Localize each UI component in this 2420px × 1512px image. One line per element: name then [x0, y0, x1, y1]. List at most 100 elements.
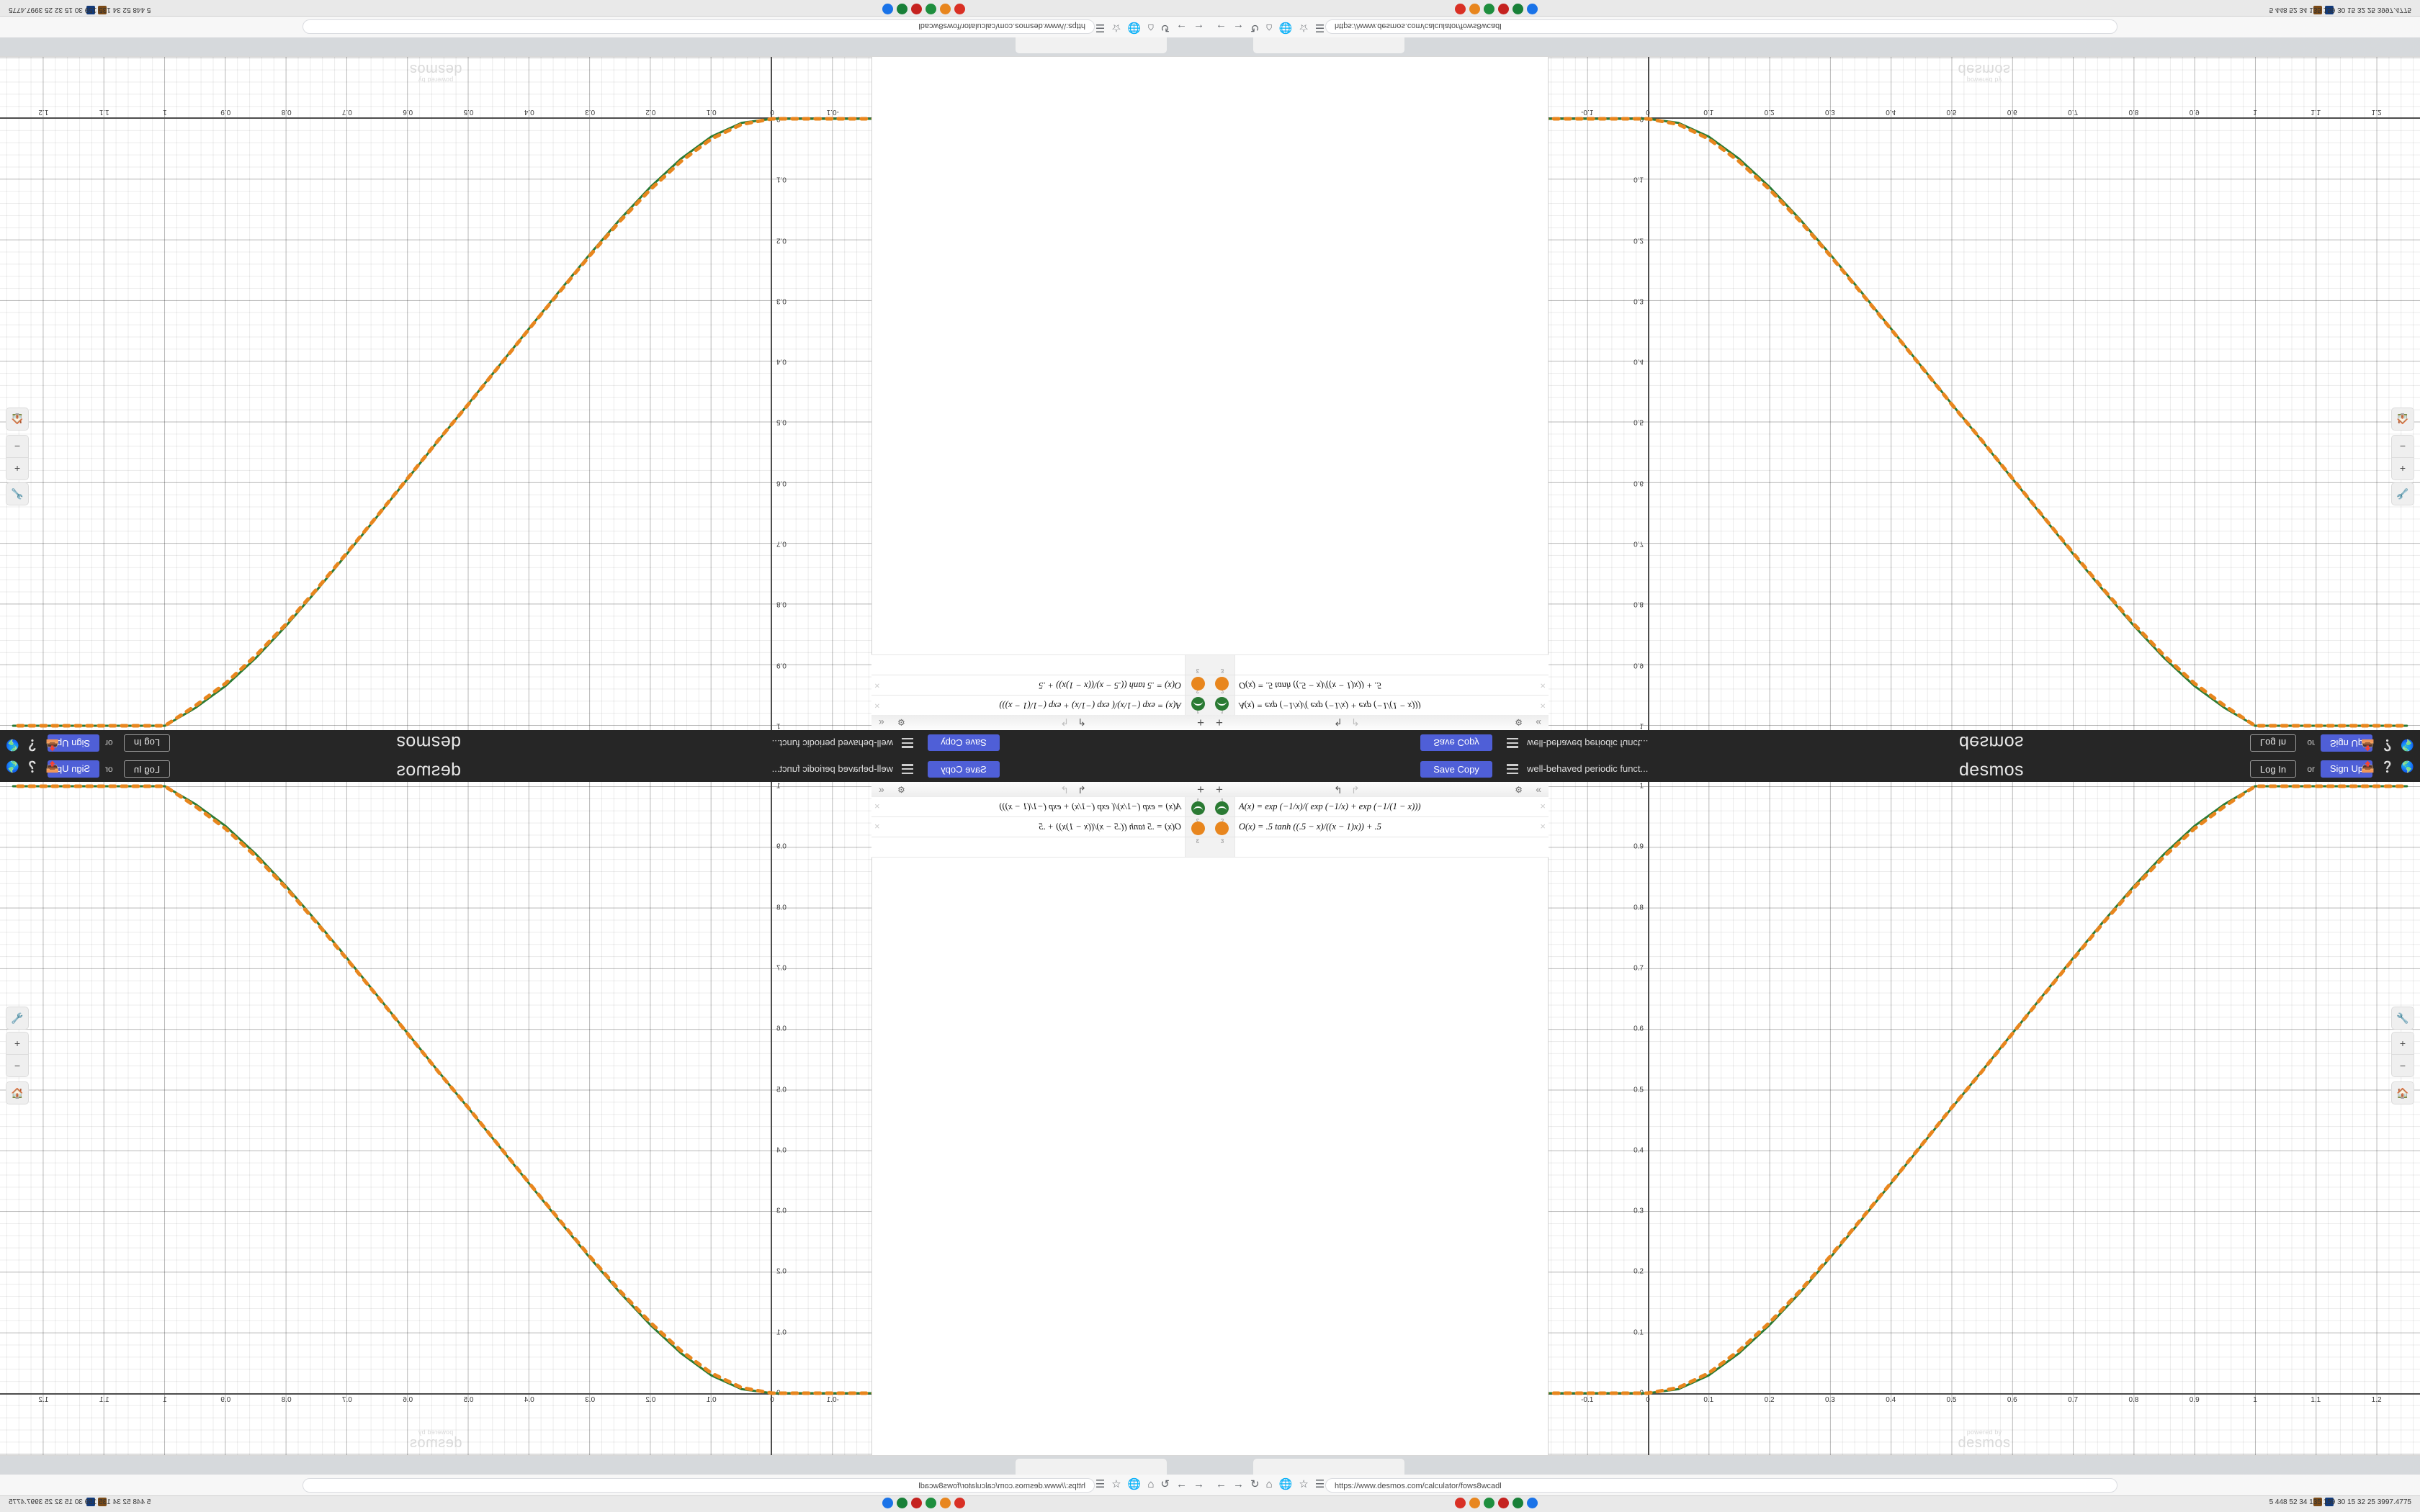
back-icon[interactable]: ← — [1216, 22, 1227, 35]
launcher-icon[interactable] — [882, 1498, 893, 1508]
bookmark-icon[interactable]: ☆ — [1299, 22, 1309, 34]
graph-title[interactable]: well-behaved periodic funct... — [1527, 738, 1649, 749]
add-expression-button[interactable]: + — [1216, 716, 1223, 729]
expression-color-bullet[interactable] — [1215, 822, 1229, 835]
sign-up-button[interactable]: Sign Up — [2321, 760, 2372, 778]
zoom-out-button[interactable]: − — [2391, 435, 2414, 457]
share-icon[interactable]: 📤 — [2360, 761, 2375, 773]
zoom-out-button[interactable]: − — [2391, 1055, 2414, 1077]
launcher-icon[interactable] — [911, 1498, 922, 1508]
url-bar[interactable]: https://www.desmos.com/calculator/fows8w… — [302, 1478, 1095, 1493]
bookmark-icon[interactable]: ☆ — [1111, 22, 1121, 34]
expression-index-cell[interactable]: 1 — [1185, 696, 1210, 715]
redo-icon[interactable]: ↱ — [1060, 716, 1069, 728]
redo-icon[interactable]: ↱ — [1060, 784, 1069, 796]
share-icon[interactable]: 📤 — [45, 739, 60, 751]
forward-icon[interactable]: → — [1176, 22, 1187, 35]
save-copy-button[interactable]: Save Copy — [928, 761, 1000, 778]
language-globe-icon[interactable]: 🌎 — [6, 761, 19, 773]
menu-icon[interactable]: ☰ — [1095, 22, 1106, 34]
launcher-icon[interactable] — [1512, 4, 1523, 14]
share-icon[interactable]: 📤 — [45, 761, 60, 773]
browser-tab[interactable] — [1253, 37, 1404, 53]
forward-icon[interactable]: → — [1233, 22, 1244, 35]
back-icon[interactable]: ← — [1193, 1477, 1204, 1490]
launcher-icon[interactable] — [911, 4, 922, 14]
wrench-icon[interactable]: 🔧 — [2391, 482, 2414, 505]
remove-expression-button[interactable]: × — [874, 680, 880, 691]
launcher-icon[interactable] — [1484, 1498, 1494, 1508]
launcher-icon[interactable] — [954, 4, 965, 14]
graph-menu-icon[interactable] — [902, 738, 913, 748]
expression-index-cell[interactable]: 3 — [1185, 655, 1210, 675]
globe-icon[interactable]: 🌐 — [1278, 1478, 1293, 1490]
expression-latex[interactable]: O(x) = .5 tanh ((.5 − x)/((x − 1)x)) + .… — [1039, 822, 1181, 832]
chevron-double-left-icon[interactable]: « — [1536, 717, 1541, 729]
remove-expression-button[interactable]: × — [1540, 701, 1546, 711]
reload-icon[interactable]: ↻ — [1250, 1478, 1260, 1490]
expression-row-empty[interactable]: 3 — [1210, 837, 1549, 858]
forward-icon[interactable]: → — [1176, 1477, 1187, 1490]
launcher-icon[interactable] — [940, 1498, 951, 1508]
home-icon[interactable]: 🏠 — [6, 408, 29, 431]
globe-icon[interactable]: 🌐 — [1127, 1478, 1142, 1490]
home-icon[interactable]: ⌂ — [1147, 22, 1155, 35]
gear-icon[interactable]: ⚙ — [1515, 785, 1523, 795]
wrench-icon[interactable]: 🔧 — [6, 1007, 29, 1030]
forward-icon[interactable]: → — [1233, 1477, 1244, 1490]
graph-canvas[interactable]: -0.2-0.100.10.20.30.40.50.60.70.80.911.1… — [0, 56, 871, 730]
reload-icon[interactable]: ↻ — [1160, 1478, 1170, 1490]
zoom-in-button[interactable]: + — [6, 457, 29, 480]
bookmark-icon[interactable]: ☆ — [1299, 1478, 1309, 1490]
expression-index-cell[interactable]: 2 — [1185, 817, 1210, 837]
home-icon[interactable]: 🏠 — [2391, 1081, 2414, 1104]
launcher-icon[interactable] — [1469, 1498, 1480, 1508]
systray-icon[interactable] — [2325, 1498, 2334, 1506]
zoom-in-button[interactable]: + — [6, 1032, 29, 1055]
expression-row[interactable]: 2 O(x) = .5 tanh ((.5 − x)/((x − 1)x)) +… — [1210, 675, 1549, 695]
expression-latex[interactable]: O(x) = .5 tanh ((.5 − x)/((x − 1)x)) + .… — [1239, 680, 1381, 690]
bookmark-icon[interactable]: ☆ — [1111, 1478, 1121, 1490]
save-copy-button[interactable]: Save Copy — [1420, 761, 1492, 778]
launcher-icon[interactable] — [1455, 1498, 1466, 1508]
expression-color-bullet[interactable] — [1215, 697, 1229, 711]
launcher-icon[interactable] — [926, 4, 936, 14]
graph-menu-icon[interactable] — [1507, 738, 1518, 748]
launcher-icon[interactable] — [1512, 1498, 1523, 1508]
launcher-icon[interactable] — [897, 4, 908, 14]
expression-color-bullet[interactable] — [1191, 697, 1205, 711]
expression-row-empty[interactable]: 3 — [1210, 654, 1549, 675]
launcher-icon[interactable] — [1527, 4, 1538, 14]
launcher-icon[interactable] — [1527, 1498, 1538, 1508]
graph-title[interactable]: well-behaved periodic funct... — [771, 738, 893, 749]
zoom-out-button[interactable]: − — [6, 435, 29, 457]
launcher-icon[interactable] — [1484, 4, 1494, 14]
menu-icon[interactable]: ☰ — [1314, 1478, 1325, 1490]
expression-row[interactable]: 1 A(x) = exp (−1/x)/( exp (−1/x) + exp (… — [871, 695, 1210, 715]
globe-icon[interactable]: 🌐 — [1127, 22, 1142, 34]
chevron-double-left-icon[interactable]: « — [1536, 783, 1541, 795]
add-expression-button[interactable]: + — [1197, 783, 1204, 796]
save-copy-button[interactable]: Save Copy — [1420, 734, 1492, 751]
help-icon[interactable]: ❔ — [25, 761, 40, 773]
expression-row[interactable]: 2 O(x) = .5 tanh ((.5 − x)/((x − 1)x)) +… — [871, 817, 1210, 837]
gear-icon[interactable]: ⚙ — [897, 717, 905, 727]
expression-row-empty[interactable]: 3 — [871, 654, 1210, 675]
language-globe-icon[interactable]: 🌎 — [2401, 761, 2414, 773]
expression-row[interactable]: 2 O(x) = .5 tanh ((.5 − x)/((x − 1)x)) +… — [871, 675, 1210, 695]
language-globe-icon[interactable]: 🌎 — [2401, 739, 2414, 751]
home-icon[interactable]: ⌂ — [1147, 1477, 1155, 1490]
redo-icon[interactable]: ↱ — [1351, 716, 1360, 728]
expression-color-bullet[interactable] — [1191, 822, 1205, 835]
expression-latex[interactable]: A(x) = exp (−1/x)/( exp (−1/x) + exp (−1… — [1239, 801, 1421, 811]
log-in-button[interactable]: Log In — [2250, 760, 2296, 778]
browser-tab[interactable] — [1016, 37, 1167, 53]
launcher-icon[interactable] — [1498, 1498, 1509, 1508]
zoom-in-button[interactable]: + — [2391, 1032, 2414, 1055]
launcher-icon[interactable] — [1455, 4, 1466, 14]
redo-icon[interactable]: ↱ — [1351, 784, 1360, 796]
add-expression-button[interactable]: + — [1216, 783, 1223, 796]
undo-icon[interactable]: ↰ — [1334, 716, 1343, 728]
remove-expression-button[interactable]: × — [1540, 801, 1546, 811]
expression-latex[interactable]: A(x) = exp (−1/x)/( exp (−1/x) + exp (−1… — [999, 701, 1181, 711]
